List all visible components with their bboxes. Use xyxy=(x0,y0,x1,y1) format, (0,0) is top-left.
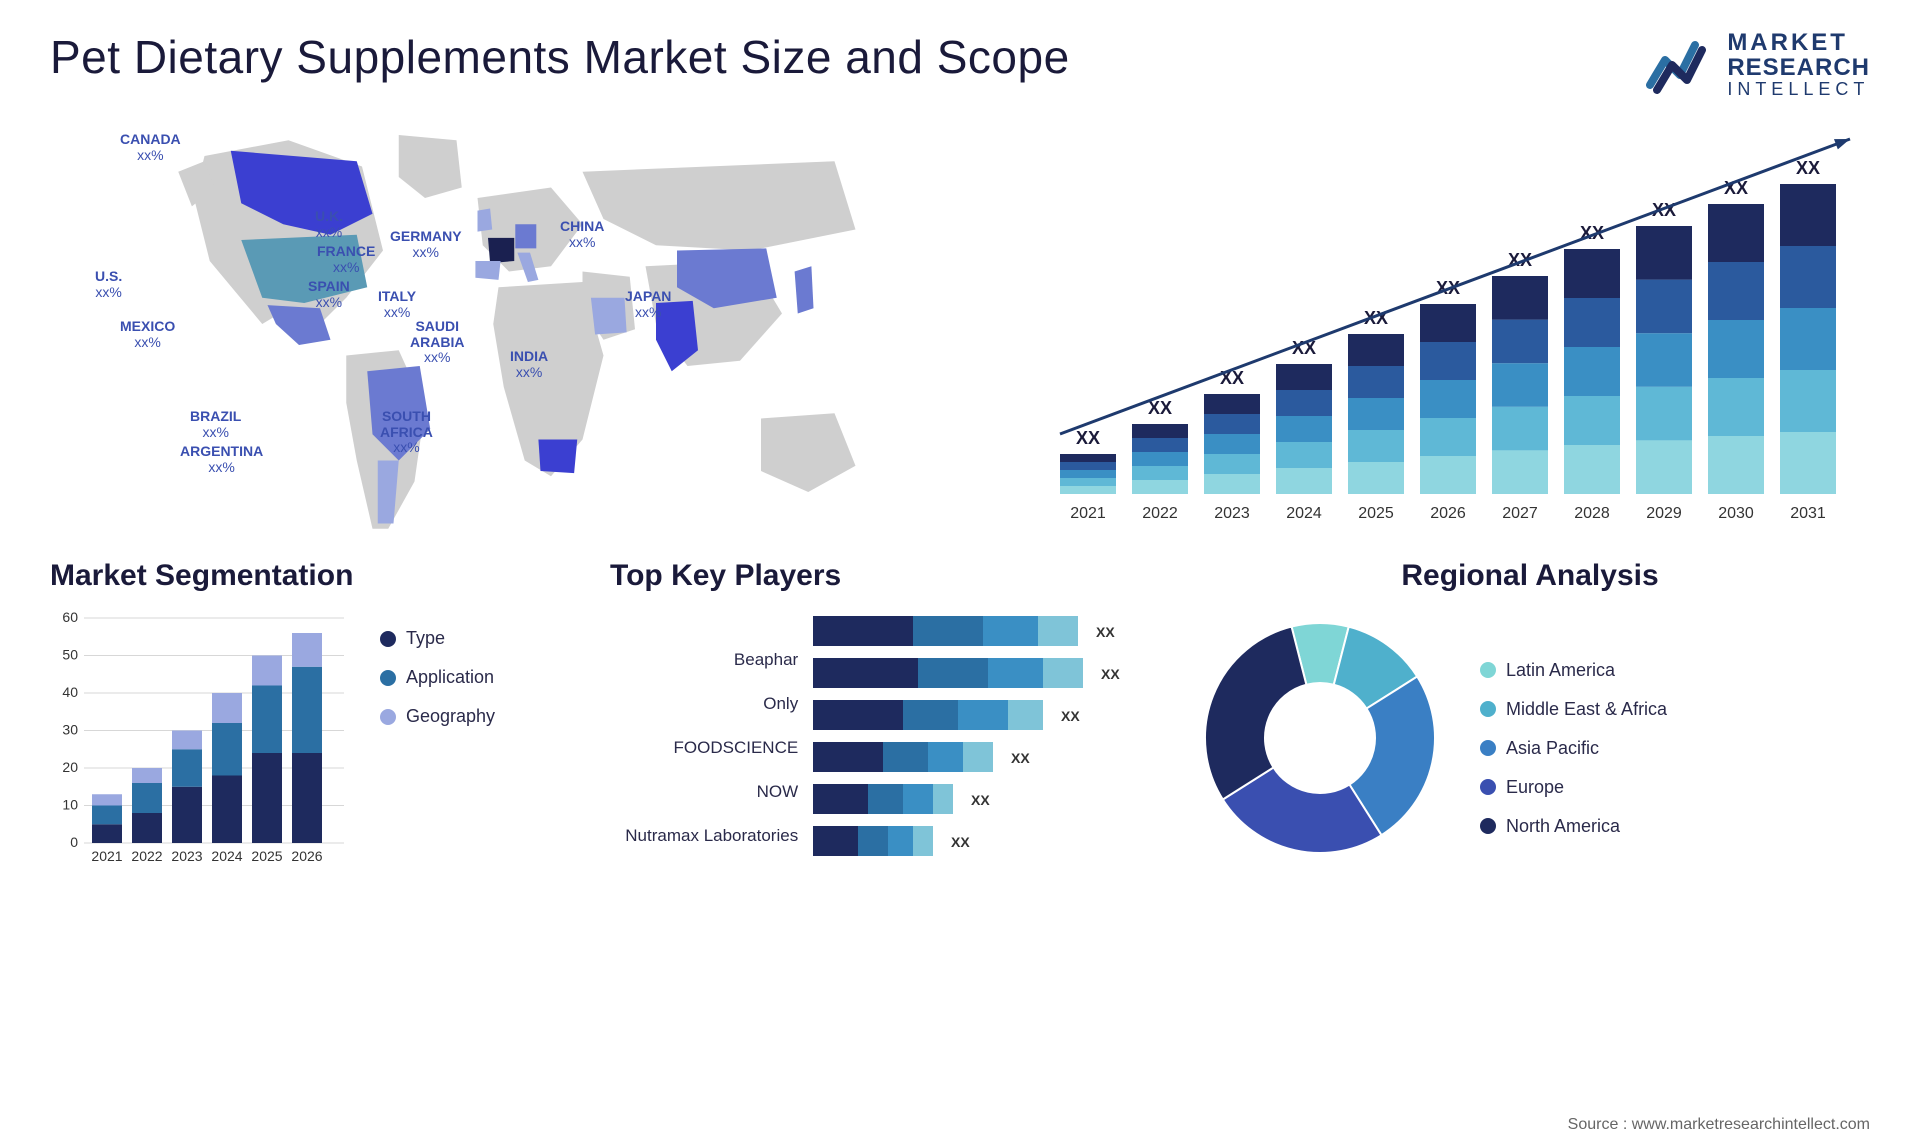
svg-text:20: 20 xyxy=(62,759,78,775)
map-label-canada: CANADAxx% xyxy=(120,132,181,163)
svg-text:XX: XX xyxy=(971,792,990,808)
svg-text:XX: XX xyxy=(951,834,970,850)
svg-text:2024: 2024 xyxy=(211,848,242,864)
map-label-saudi-arabia: SAUDIARABIAxx% xyxy=(410,319,464,365)
svg-text:2028: 2028 xyxy=(1574,505,1610,522)
svg-text:2030: 2030 xyxy=(1718,505,1754,522)
logo-line2: RESEARCH xyxy=(1727,55,1870,80)
svg-text:XX: XX xyxy=(1796,158,1820,178)
svg-text:40: 40 xyxy=(62,684,78,700)
map-label-u-s-: U.S.xx% xyxy=(95,269,122,300)
regional-legend: Latin America Middle East & Africa Asia Pa… xyxy=(1480,640,1667,837)
svg-text:XX: XX xyxy=(1076,428,1100,448)
logo-line1: MARKET xyxy=(1727,30,1870,55)
region-legend-latin-america: Latin America xyxy=(1480,660,1667,681)
svg-text:30: 30 xyxy=(62,722,78,738)
svg-text:60: 60 xyxy=(62,609,78,625)
source-label: Source : www.marketresearchintellect.com xyxy=(1568,1116,1870,1134)
svg-text:2026: 2026 xyxy=(1430,505,1466,522)
seg-legend-geography: Geography xyxy=(380,706,495,727)
logo-icon xyxy=(1645,35,1715,95)
map-label-mexico: MEXICOxx% xyxy=(120,319,175,350)
world-map: CANADAxx% U.S.xx% MEXICOxx% BRAZILxx% ARGENT… xyxy=(50,114,1010,534)
map-label-japan: JAPANxx% xyxy=(625,289,671,320)
map-label-india: INDIAxx% xyxy=(510,349,548,380)
top-key-players-section: Top Key Players Beaphar Only FOODSCIENCE NO… xyxy=(610,559,1150,878)
svg-text:2022: 2022 xyxy=(1142,505,1178,522)
map-label-brazil: BRAZILxx% xyxy=(190,409,241,440)
page-title: Pet Dietary Supplements Market Size and … xyxy=(50,30,1070,84)
region-legend-middle-east-africa: Middle East & Africa xyxy=(1480,699,1667,720)
segmentation-chart: 0 10 20 30 40 50 60 2021 2022 2023 2024 2025 2026 xyxy=(50,608,350,868)
map-label-spain: SPAINxx% xyxy=(308,279,350,310)
svg-text:50: 50 xyxy=(62,647,78,663)
region-legend-europe: Europe xyxy=(1480,777,1667,798)
seg-legend-type: Type xyxy=(380,628,495,649)
seg-legend-application: Application xyxy=(380,667,495,688)
svg-text:XX: XX xyxy=(1011,750,1030,766)
svg-text:XX: XX xyxy=(1101,666,1120,682)
map-label-u-k-: U.K.xx% xyxy=(315,209,343,240)
tkp-player-labels: Beaphar Only FOODSCIENCE NOW Nutramax Labora… xyxy=(610,608,798,858)
svg-text:2025: 2025 xyxy=(251,848,282,864)
svg-text:0: 0 xyxy=(70,834,78,850)
brand-logo: MARKET RESEARCH INTELLECT xyxy=(1645,30,1870,99)
svg-text:2026: 2026 xyxy=(291,848,322,864)
tkp-title: Top Key Players xyxy=(610,559,1150,593)
regional-donut-chart xyxy=(1190,608,1450,868)
map-label-italy: ITALYxx% xyxy=(378,289,416,320)
map-label-france: FRANCExx% xyxy=(317,244,375,275)
segmentation-title: Market Segmentation xyxy=(50,559,570,593)
svg-text:2027: 2027 xyxy=(1502,505,1538,522)
tkp-player-foodscience: FOODSCIENCE xyxy=(610,738,798,758)
svg-text:2023: 2023 xyxy=(1214,505,1250,522)
svg-text:2029: 2029 xyxy=(1646,505,1682,522)
segmentation-legend: Type Application Geography xyxy=(380,608,495,868)
tkp-chart: XX XX XX XX XX XX xyxy=(813,608,1150,878)
map-label-south-africa: SOUTHAFRICAxx% xyxy=(380,409,433,455)
map-label-germany: GERMANYxx% xyxy=(390,229,462,260)
regional-analysis-section: Regional Analysis Latin America Middle Ea… xyxy=(1190,559,1870,878)
tkp-player-beaphar: Beaphar xyxy=(610,650,798,670)
tkp-player-now: NOW xyxy=(610,782,798,802)
svg-text:2021: 2021 xyxy=(91,848,122,864)
svg-text:2024: 2024 xyxy=(1286,505,1322,522)
svg-text:2021: 2021 xyxy=(1070,505,1106,522)
header: Pet Dietary Supplements Market Size and … xyxy=(50,30,1870,99)
svg-text:10: 10 xyxy=(62,797,78,813)
svg-text:XX: XX xyxy=(1061,708,1080,724)
region-legend-asia-pacific: Asia Pacific xyxy=(1480,738,1667,759)
forecast-bar-chart: XX2021XX2022XX2023XX2024XX2025XX2026XX20… xyxy=(1040,114,1870,534)
logo-line3: INTELLECT xyxy=(1727,80,1870,99)
segmentation-section: Market Segmentation 0 10 20 30 40 50 60 2021 202… xyxy=(50,559,570,878)
tkp-player-nutramax-laboratories: Nutramax Laboratories xyxy=(610,826,798,846)
svg-text:XX: XX xyxy=(1096,624,1115,640)
tkp-player-only: Only xyxy=(610,694,798,714)
map-label-china: CHINAxx% xyxy=(560,219,604,250)
svg-text:2023: 2023 xyxy=(171,848,202,864)
svg-text:2031: 2031 xyxy=(1790,505,1826,522)
region-legend-north-america: North America xyxy=(1480,816,1667,837)
map-label-argentina: ARGENTINAxx% xyxy=(180,444,263,475)
svg-text:2022: 2022 xyxy=(131,848,162,864)
regional-title: Regional Analysis xyxy=(1190,559,1870,593)
svg-text:2025: 2025 xyxy=(1358,505,1394,522)
